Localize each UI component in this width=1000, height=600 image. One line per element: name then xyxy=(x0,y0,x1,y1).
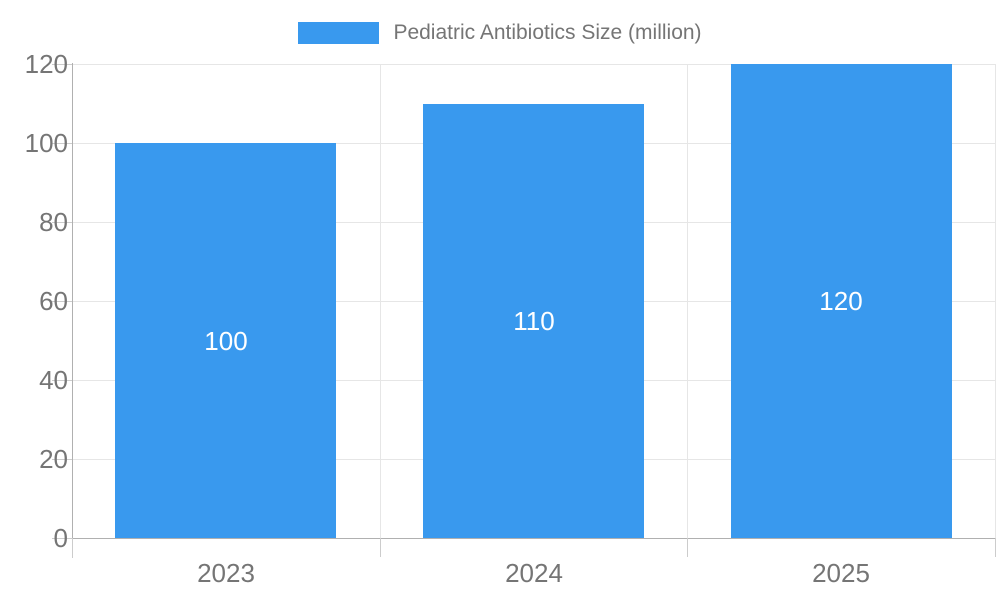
legend-item[interactable]: Pediatric Antibiotics Size (million) xyxy=(298,21,702,45)
bar-2025[interactable] xyxy=(731,64,952,538)
y-axis-line xyxy=(72,63,73,538)
y-axis-label: 0 xyxy=(53,523,68,553)
x-axis-line xyxy=(72,538,995,539)
legend-label: Pediatric Antibiotics Size (million) xyxy=(393,21,702,44)
x-gridline xyxy=(380,64,381,538)
y-tick xyxy=(52,459,72,460)
y-axis-label: 80 xyxy=(39,207,68,237)
y-axis-label: 100 xyxy=(24,128,68,158)
bar-2023[interactable] xyxy=(115,143,336,538)
x-axis-label: 2023 xyxy=(197,558,255,588)
y-axis-label: 60 xyxy=(39,286,68,316)
y-tick xyxy=(52,64,72,65)
bar-value-label: 100 xyxy=(204,326,248,356)
y-tick xyxy=(52,143,72,144)
y-tick xyxy=(52,380,72,381)
chart-legend: Pediatric Antibiotics Size (million) xyxy=(0,21,1000,45)
x-tick xyxy=(995,538,996,557)
bar-2024[interactable] xyxy=(423,104,644,538)
y-axis-label: 20 xyxy=(39,444,68,474)
bar-value-label: 110 xyxy=(513,306,555,336)
legend-swatch xyxy=(298,22,380,44)
x-tick xyxy=(380,538,381,557)
y-tick xyxy=(52,301,72,302)
y-gridline xyxy=(72,64,995,65)
y-axis-tick xyxy=(72,538,73,558)
x-gridline xyxy=(687,64,688,538)
y-tick xyxy=(52,222,72,223)
y-axis-label: 40 xyxy=(39,365,68,395)
y-tick xyxy=(52,538,72,539)
x-axis-label: 2024 xyxy=(505,558,563,588)
x-gridline xyxy=(995,64,996,538)
x-tick xyxy=(687,538,688,557)
x-axis-label: 2025 xyxy=(812,558,870,588)
bar-value-label: 120 xyxy=(819,286,863,316)
y-axis-label: 120 xyxy=(24,49,68,79)
